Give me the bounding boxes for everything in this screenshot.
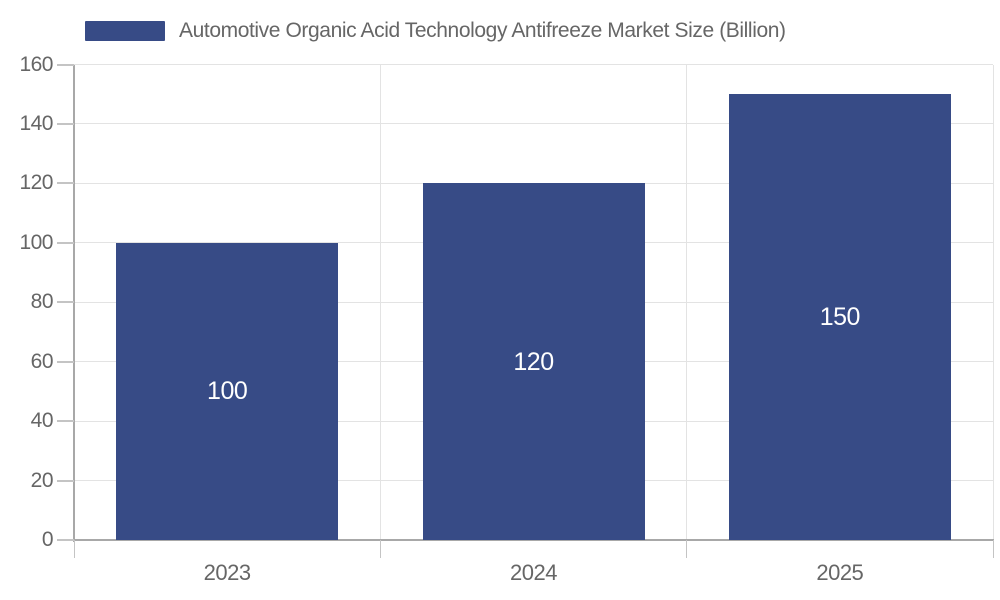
legend[interactable]: Automotive Organic Acid Technology Antif… (85, 16, 786, 46)
y-tick-mark (57, 420, 74, 423)
gridline-h (74, 64, 993, 65)
y-axis-line (73, 64, 75, 542)
y-axis-tick-label: 60 (30, 349, 54, 373)
bar-2023 (116, 242, 339, 540)
y-tick-mark (57, 63, 74, 66)
x-tick-mark (379, 540, 381, 558)
x-axis-line (73, 539, 994, 541)
x-tick-mark (992, 540, 994, 558)
y-axis-tick-label: 160 (19, 52, 53, 76)
y-tick-mark (57, 241, 74, 244)
legend-label[interactable]: Automotive Organic Acid Technology Antif… (179, 19, 786, 42)
y-tick-mark (57, 301, 74, 304)
y-axis-tick-label: 140 (19, 111, 53, 135)
bar-2024 (422, 183, 645, 540)
y-tick-mark (57, 122, 74, 125)
gridline-h (74, 123, 993, 125)
y-tick-mark (57, 182, 74, 185)
gridline-v (992, 64, 994, 540)
y-axis-tick-label: 120 (19, 171, 53, 195)
bar-value-label: 100 (207, 377, 248, 406)
y-tick-mark (57, 479, 74, 482)
y-axis-tick-label: 40 (30, 409, 54, 433)
y-tick-mark (57, 539, 74, 541)
gridline-v (379, 64, 381, 540)
bar-2025 (728, 94, 951, 540)
x-axis-tick-label: 2025 (816, 560, 864, 585)
x-tick-mark (686, 540, 688, 558)
bar-value-label: 120 (513, 347, 554, 376)
y-axis-tick-label: 80 (30, 290, 54, 314)
y-axis-tick-label: 20 (30, 468, 54, 492)
y-axis-tick-label: 100 (19, 230, 53, 254)
gridline-v (686, 64, 688, 540)
y-tick-mark (57, 360, 74, 363)
legend-swatch[interactable] (85, 21, 165, 41)
x-axis-tick-label: 2023 (203, 560, 251, 585)
bar-value-label: 150 (819, 303, 861, 332)
x-tick-mark (73, 540, 75, 558)
x-axis-tick-label: 2024 (510, 560, 557, 585)
y-axis-tick-label: 0 (41, 528, 54, 551)
